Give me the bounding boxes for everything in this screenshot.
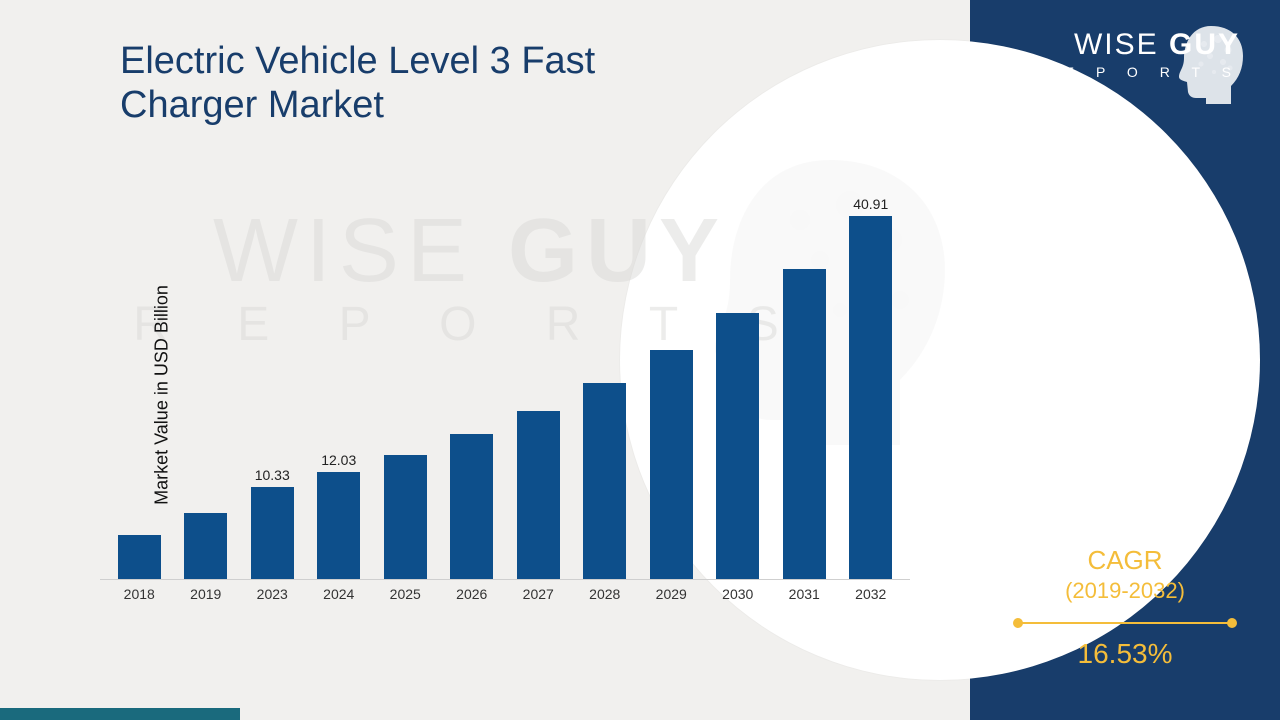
bar-2019 — [173, 180, 240, 579]
bar-2025 — [372, 180, 439, 579]
bar — [251, 487, 294, 579]
bar-2024: 12.03 — [306, 180, 373, 579]
x-tick-label: 2024 — [306, 580, 373, 610]
bar — [184, 513, 227, 579]
x-tick-label: 2032 — [838, 580, 905, 610]
bar-value-label: 40.91 — [853, 196, 888, 212]
bar — [650, 350, 693, 579]
bar-value-label: 10.33 — [255, 467, 290, 483]
bar-2029 — [638, 180, 705, 579]
cagr-range: (2019-2032) — [1010, 578, 1240, 604]
bar-2030 — [705, 180, 772, 579]
bar-chart: Market Value in USD Billion 10.3312.0340… — [70, 180, 910, 610]
cagr-block: CAGR (2019-2032) 16.53% — [1010, 545, 1240, 670]
x-tick-label: 2030 — [705, 580, 772, 610]
bar-2023: 10.33 — [239, 180, 306, 579]
brand-logo: WISE GUY R E P O R T S — [1033, 28, 1240, 80]
x-tick-label: 2019 — [173, 580, 240, 610]
bar-2032: 40.91 — [838, 180, 905, 579]
bar — [583, 383, 626, 579]
page-root: WISE GUY R E P O R T S Electric Vehicle … — [0, 0, 1280, 720]
x-tick-label: 2031 — [771, 580, 838, 610]
bar — [317, 472, 360, 579]
x-tick-label: 2029 — [638, 580, 705, 610]
logo-head-icon — [1176, 24, 1246, 104]
brand-name-a: WISE — [1074, 28, 1159, 61]
bar — [118, 535, 161, 579]
bar-value-label: 12.03 — [321, 452, 356, 468]
page-title: Electric Vehicle Level 3 Fast Charger Ma… — [120, 40, 680, 127]
bar-2018 — [106, 180, 173, 579]
bottom-accent-bar — [0, 708, 240, 720]
bar-2026 — [439, 180, 506, 579]
bar-2028 — [572, 180, 639, 579]
bar — [450, 434, 493, 579]
bar-2031 — [771, 180, 838, 579]
plot-area: 10.33 12.03 40.91 — [100, 180, 910, 580]
bar — [716, 313, 759, 579]
x-tick-label: 2028 — [572, 580, 639, 610]
bar — [849, 216, 892, 579]
cagr-label: CAGR — [1010, 545, 1240, 576]
x-tick-label: 2027 — [505, 580, 572, 610]
x-tick-label: 2026 — [439, 580, 506, 610]
cagr-value: 16.53% — [1010, 638, 1240, 670]
x-axis-labels: 2018201920232024202520262027202820292030… — [100, 580, 910, 610]
bars-container: 10.33 12.03 40.91 — [100, 180, 910, 579]
cagr-divider — [1018, 622, 1232, 624]
x-tick-label: 2018 — [106, 580, 173, 610]
bar — [384, 455, 427, 579]
bar — [517, 411, 560, 579]
bar — [783, 269, 826, 579]
x-tick-label: 2025 — [372, 580, 439, 610]
x-tick-label: 2023 — [239, 580, 306, 610]
bar-2027 — [505, 180, 572, 579]
